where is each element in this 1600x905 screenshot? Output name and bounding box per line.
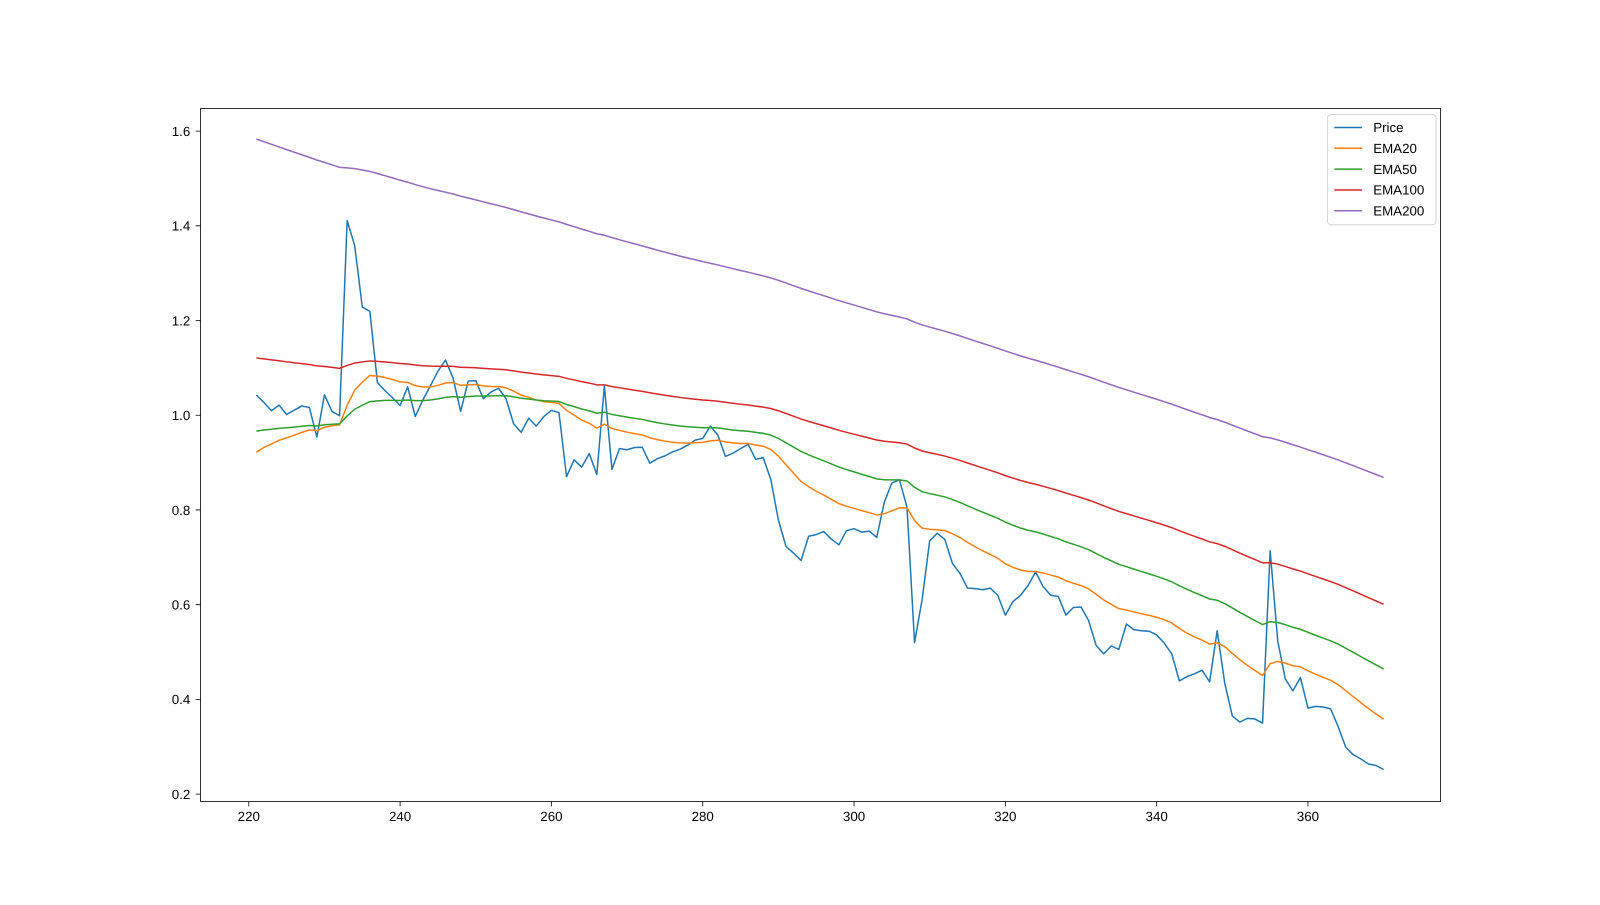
svg-text:340: 340 [1146,809,1168,824]
svg-text:EMA200: EMA200 [1373,204,1424,219]
svg-text:260: 260 [540,809,562,824]
svg-text:320: 320 [994,809,1016,824]
svg-text:0.2: 0.2 [172,787,191,802]
svg-text:EMA100: EMA100 [1373,183,1424,198]
svg-text:0.4: 0.4 [172,692,191,707]
svg-text:280: 280 [692,809,714,824]
svg-text:0.6: 0.6 [172,598,191,613]
svg-text:1.0: 1.0 [172,408,191,423]
svg-text:1.2: 1.2 [172,313,191,328]
svg-text:360: 360 [1297,809,1319,824]
svg-text:EMA50: EMA50 [1373,162,1417,177]
svg-text:220: 220 [238,809,260,824]
svg-text:EMA20: EMA20 [1373,141,1417,156]
svg-text:1.6: 1.6 [172,124,191,139]
svg-text:240: 240 [389,809,411,824]
svg-text:Price: Price [1373,120,1403,135]
svg-text:300: 300 [843,809,865,824]
svg-text:0.8: 0.8 [172,503,191,518]
svg-text:1.4: 1.4 [172,219,191,234]
